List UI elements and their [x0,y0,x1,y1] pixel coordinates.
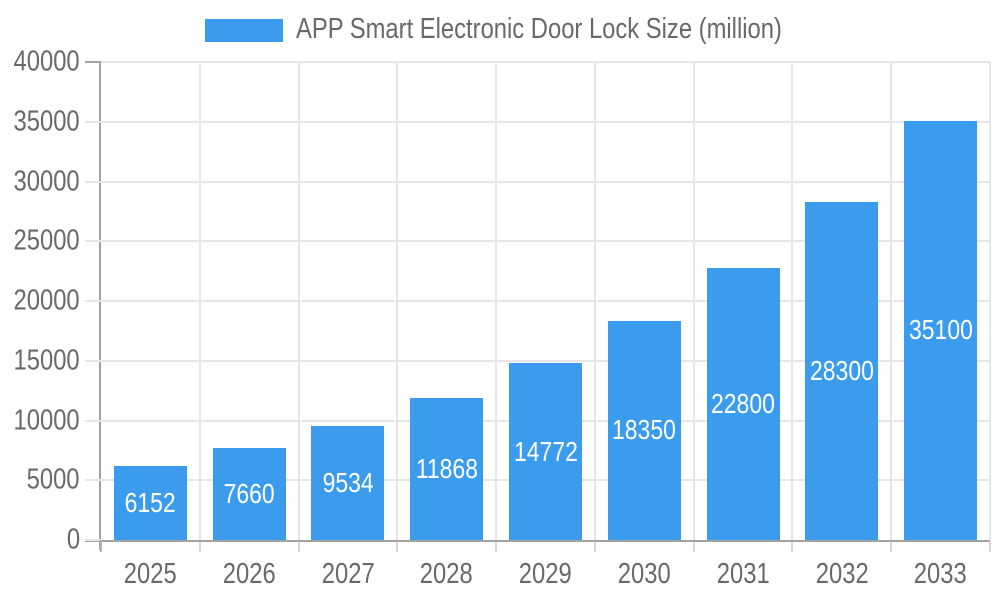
gridline-h [101,120,990,123]
bar-value-label: 22800 [711,387,775,419]
gridline-v [890,62,893,540]
x-axis-labels: 2025 2026 2027 2028 2029 2030 2031 2032 2033 [101,554,990,598]
bar-2028[interactable]: 11868 [410,398,484,540]
y-tick-label: 0 [66,523,80,556]
x-tick [692,542,695,552]
y-tick-label: 35000 [13,105,80,138]
bar-2030[interactable]: 18350 [607,320,681,540]
gridline-h [101,180,990,183]
x-tick [890,542,893,552]
y-tick-label: 25000 [13,224,80,257]
x-tick [791,542,794,552]
bar-2029[interactable]: 14772 [509,363,582,540]
gridline-h [101,359,990,362]
gridline-h [101,300,990,302]
x-tick [593,542,596,552]
bar-2026[interactable]: 7660 [212,448,286,540]
x-tick [100,540,102,552]
bar-2031[interactable]: 22800 [706,267,780,540]
gridline-v [198,62,201,540]
bar-2033[interactable]: 35100 [904,120,978,540]
y-tick [85,419,101,422]
x-tick-label: 2033 [914,558,968,590]
bar-2027[interactable]: 9534 [311,426,385,540]
y-tick [85,61,101,63]
plot-area: 6152 7660 9534 11868 14772 18350 22800 28300 351… [85,61,991,552]
x-tick-label: 2025 [123,558,177,590]
y-tick [85,359,101,362]
gridline-h [101,61,990,63]
bar-value-label: 11868 [415,453,478,485]
y-tick-label: 10000 [13,404,80,436]
x-tick [198,542,201,552]
x-tick-label: 2030 [617,558,671,590]
legend-swatch [205,19,283,42]
legend[interactable]: APP Smart Electronic Door Lock Size (mil… [0,0,1000,52]
x-tick [495,542,498,552]
y-tick [85,479,101,482]
bar-2032[interactable]: 28300 [805,201,879,540]
y-axis-labels: 0 5000 10000 15000 20000 25000 30000 35000 40000 [0,46,80,556]
bar-value-label: 28300 [809,354,874,386]
x-tick-label: 2031 [716,558,770,590]
gridline-v [791,62,794,540]
gridline-v [495,62,498,540]
x-tick-label: 2027 [321,558,375,590]
y-tick [85,120,101,123]
x-tick-label: 2026 [222,558,276,590]
gridline-v [989,62,991,540]
y-axis-line [99,62,101,550]
y-tick-label: 20000 [13,284,80,317]
bar-value-label: 35100 [908,314,973,346]
y-tick-label: 30000 [13,165,80,197]
bar-value-label: 6152 [124,487,176,519]
gridline-v [297,62,300,540]
y-tick [85,240,101,243]
y-tick [85,300,101,302]
y-tick [85,539,101,541]
y-tick [85,180,101,183]
bar-2025[interactable]: 6152 [113,466,187,540]
y-tick-label: 5000 [27,463,80,496]
x-tick [989,542,991,552]
x-tick [297,542,300,552]
gridline-v [593,62,596,540]
gridline-v [692,62,695,540]
x-tick-label: 2028 [420,558,474,590]
x-tick [396,542,399,552]
bar-value-label: 18350 [612,414,677,446]
gridline-v [396,62,399,540]
bar-value-label: 7660 [223,478,275,510]
bar-value-label: 9534 [322,467,374,499]
x-axis-line [85,540,990,542]
gridline-h [101,240,990,243]
x-tick-label: 2032 [815,558,869,590]
legend-label: APP Smart Electronic Door Lock Size (mil… [296,13,782,45]
y-tick-label: 15000 [13,344,80,377]
x-tick-label: 2029 [519,558,572,590]
bar-value-label: 14772 [513,435,578,467]
y-tick-label: 40000 [13,45,80,78]
